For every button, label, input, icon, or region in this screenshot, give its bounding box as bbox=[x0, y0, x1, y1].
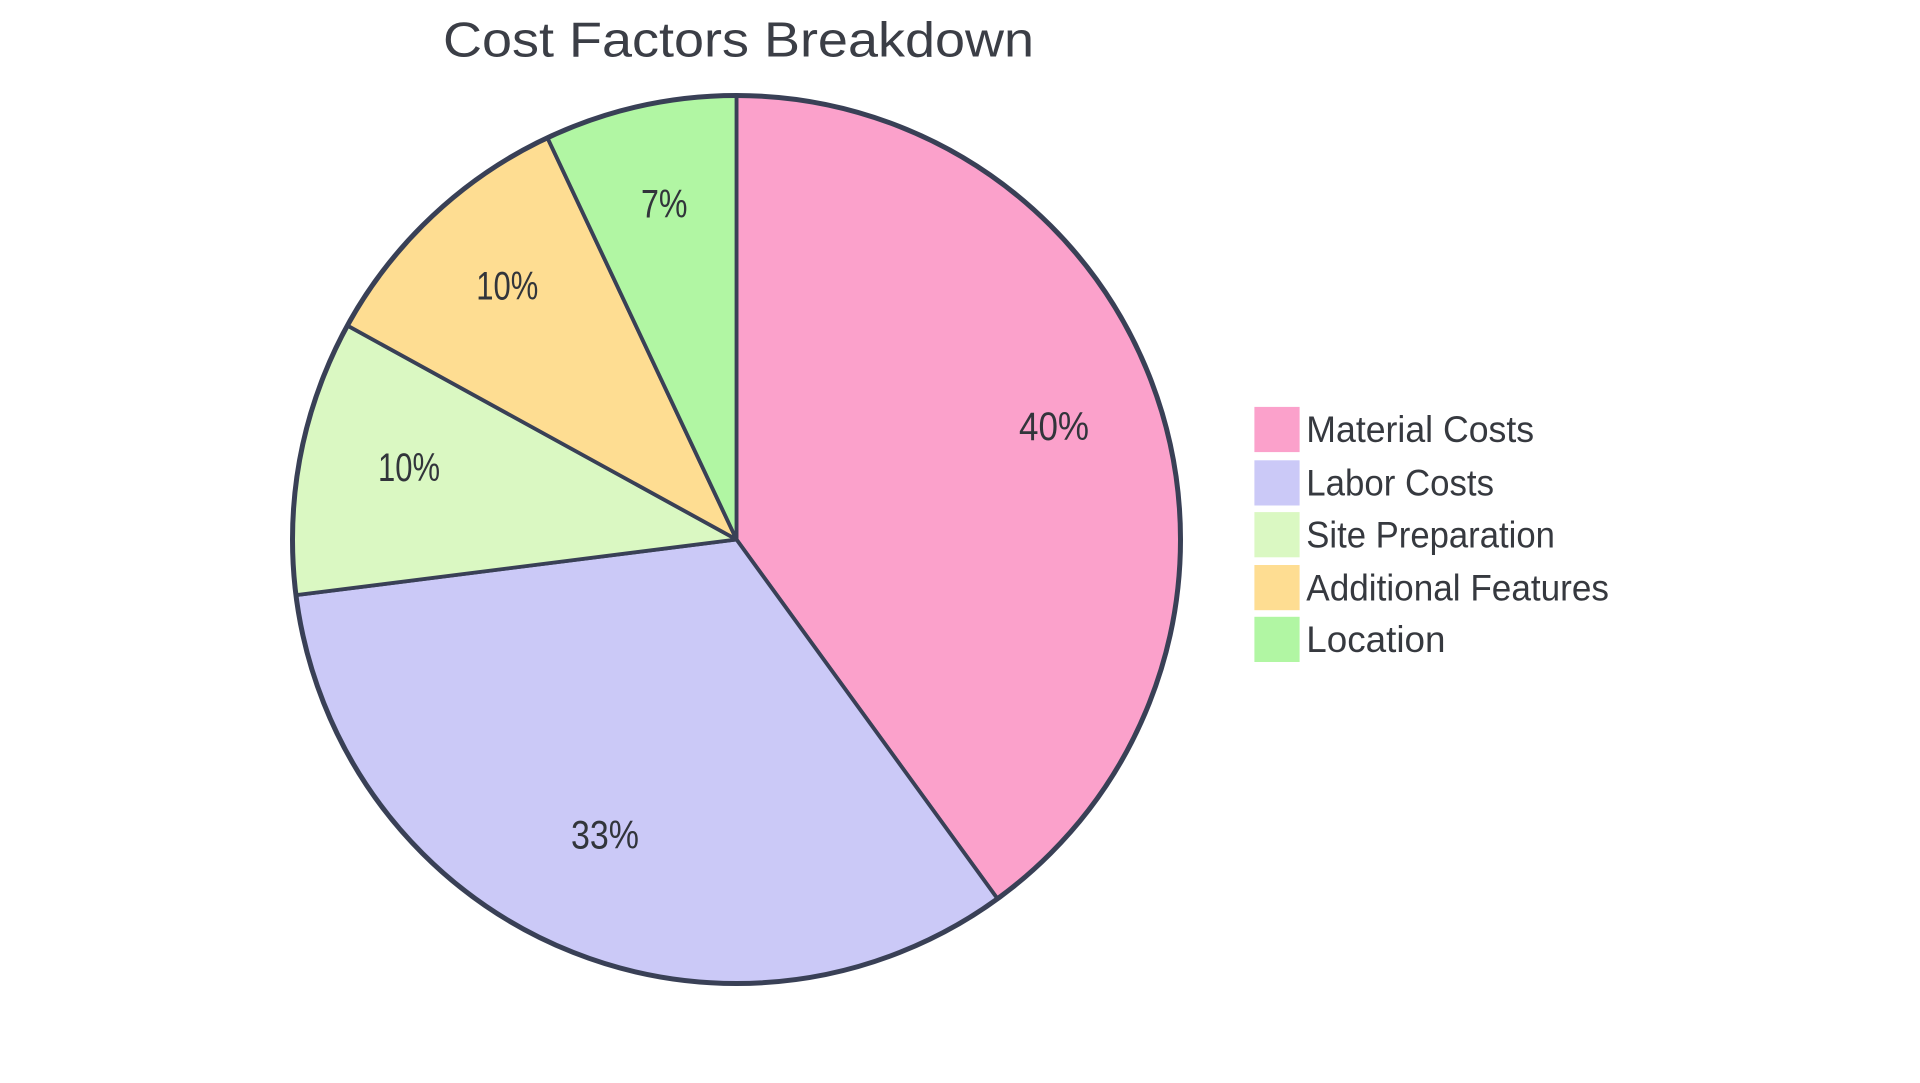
svg-text:Cost Factors Breakdown: Cost Factors Breakdown bbox=[443, 14, 1034, 68]
svg-text:10%: 10% bbox=[476, 265, 538, 309]
svg-text:7%: 7% bbox=[641, 183, 688, 227]
svg-text:Site Preparation: Site Preparation bbox=[1306, 514, 1555, 555]
svg-text:Additional Features: Additional Features bbox=[1306, 567, 1609, 608]
svg-text:Labor Costs: Labor Costs bbox=[1306, 463, 1494, 504]
svg-text:40%: 40% bbox=[1019, 405, 1089, 449]
svg-text:10%: 10% bbox=[378, 446, 440, 490]
svg-text:Location: Location bbox=[1306, 619, 1445, 660]
svg-text:33%: 33% bbox=[571, 813, 639, 857]
svg-text:Material Costs: Material Costs bbox=[1306, 409, 1534, 450]
